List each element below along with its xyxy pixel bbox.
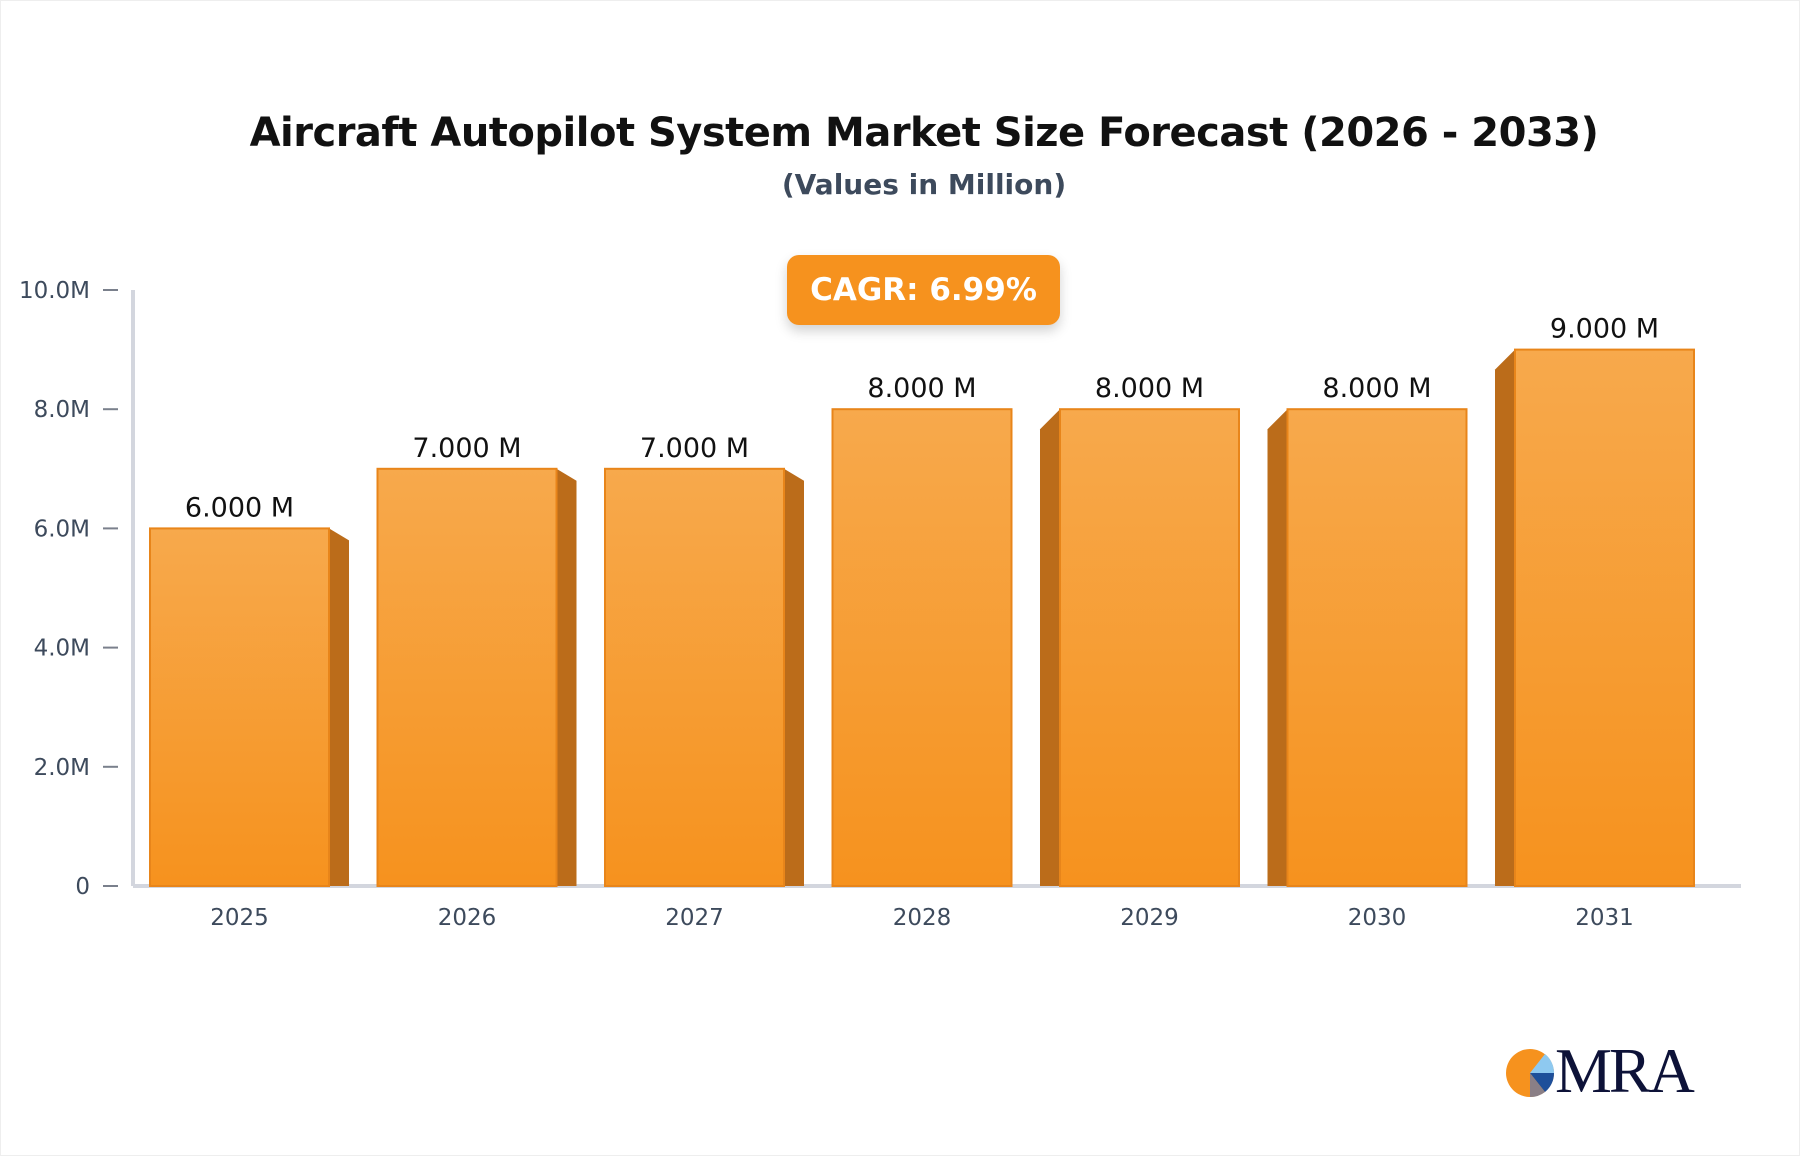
y-tick-label: 0 (75, 874, 90, 900)
bar (149, 527, 330, 888)
pie-logo-icon (1506, 1049, 1555, 1098)
data-label: 6.000 M (185, 492, 294, 523)
bar-side (1495, 349, 1515, 887)
bar (1514, 348, 1695, 888)
y-tick-label: 8.0M (34, 397, 90, 423)
bar-side (1040, 409, 1060, 886)
logo-text: MRA (1555, 1035, 1695, 1106)
bar-side (556, 468, 577, 886)
data-label: 9.000 M (1550, 314, 1659, 345)
chart-subtitle: (Values in Million) (781, 168, 1067, 201)
x-tick-label: 2028 (893, 905, 952, 931)
data-label: 8.000 M (867, 373, 976, 404)
x-tick-label: 2030 (1348, 905, 1407, 931)
y-tick-label: 4.0M (34, 636, 90, 662)
y-tick-label: 10.0M (19, 278, 90, 304)
x-tick-label: 2026 (438, 905, 497, 931)
x-tick-label: 2027 (665, 905, 724, 931)
x-tick-label: 2029 (1120, 905, 1179, 931)
bar-side (784, 468, 804, 886)
data-label: 8.000 M (1095, 373, 1204, 404)
bar (1286, 408, 1468, 887)
bar (831, 408, 1013, 887)
bar-side (329, 528, 349, 886)
cagr-badge: CAGR: 6.99% (787, 255, 1060, 325)
y-tick-label: 6.0M (34, 516, 90, 542)
bar-side (1267, 409, 1288, 886)
data-label: 7.000 M (412, 433, 521, 464)
data-label: 7.000 M (640, 433, 749, 464)
x-tick-label: 2025 (210, 905, 269, 931)
chart-title: Aircraft Autopilot System Market Size Fo… (249, 110, 1599, 156)
bar (604, 467, 785, 887)
y-tick-label: 2.0M (34, 755, 90, 781)
bar (376, 467, 558, 887)
x-tick-label: 2031 (1575, 905, 1634, 931)
bar (1059, 408, 1240, 887)
data-label: 8.000 M (1322, 373, 1431, 404)
mra-logo: MRA (1505, 1035, 1695, 1106)
